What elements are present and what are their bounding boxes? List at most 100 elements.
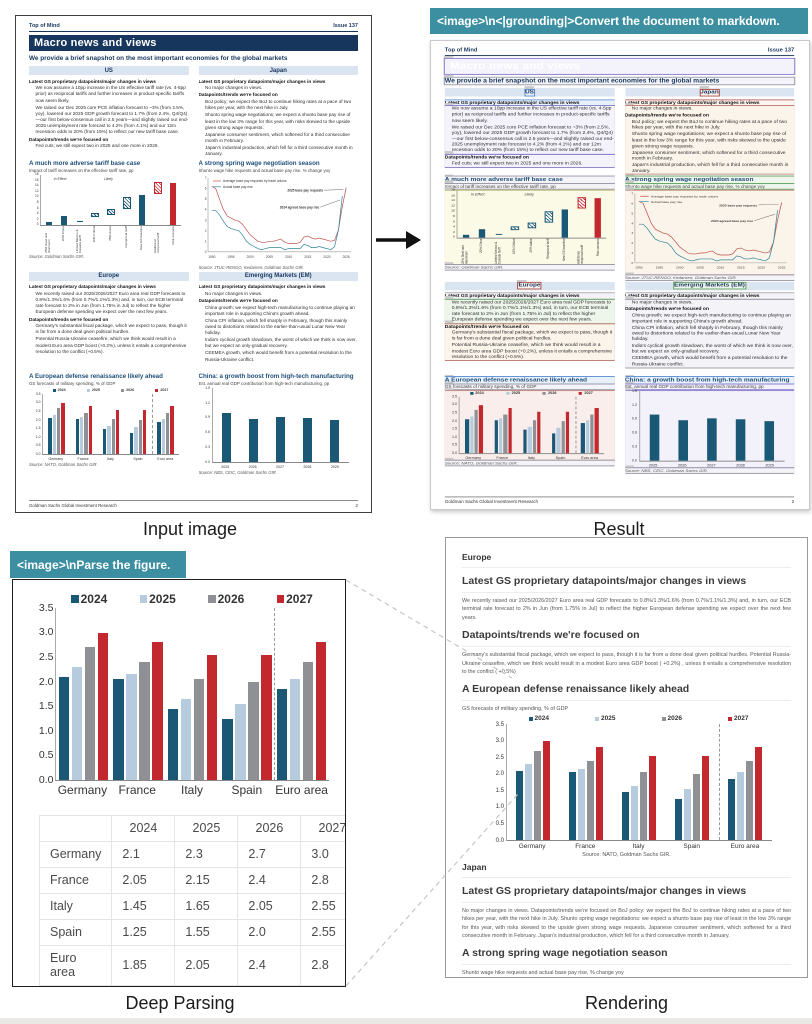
bar	[674, 798, 683, 841]
legend-swatch	[579, 391, 583, 395]
bar	[511, 225, 520, 231]
bar	[590, 414, 594, 454]
bar	[222, 718, 233, 780]
bar-group	[151, 394, 179, 454]
axis-tick-label: 18	[451, 188, 455, 192]
bar	[91, 212, 100, 218]
bar	[48, 418, 52, 454]
dashed-separator	[274, 608, 276, 780]
legend-item: 2025	[139, 592, 176, 606]
bar-group	[267, 388, 294, 462]
axis-category-label: 2027	[276, 464, 285, 469]
bar-group	[321, 388, 348, 462]
section-label-us: US	[523, 88, 536, 97]
tariff-chart-source: Source: Goldman Sachs GIR.	[29, 254, 85, 259]
document-footer-text: Goldman Sachs Global Investment Research	[444, 499, 539, 504]
legend-label: 2024	[534, 715, 549, 723]
axis-tick-label: 10	[451, 208, 455, 213]
legend-item: 2024	[528, 715, 549, 723]
axis-tick-label: 2.5	[38, 650, 54, 663]
axis-tick-label: 2.5	[452, 410, 458, 415]
axis-tick-label: 3.5	[495, 721, 504, 728]
bar	[180, 698, 192, 780]
axis-tick-label: 7	[631, 191, 633, 195]
section-europe-h2: Datapoints/trends we're focused on	[444, 323, 529, 329]
bar-group	[640, 391, 669, 461]
axis-tick-label: 5	[631, 211, 633, 215]
bar	[565, 412, 570, 454]
china-chart-block: China: a growth boost from high-tech man…	[624, 375, 795, 486]
defense-chart-source: Source: NATO, Goldman Sachs GIR.	[29, 462, 98, 467]
china-chart-subtitle: Est. annual real GDP contribution from h…	[624, 381, 795, 391]
bullet-item: China CPI inflation, which fell sharply …	[205, 318, 358, 337]
axis-tick-label: 2.0	[35, 417, 41, 422]
chart-x-axis: 25% Steel and Aluminum 20% China Limited M…	[40, 226, 181, 253]
legend-item: 2024	[469, 391, 484, 395]
bar-slot	[150, 175, 166, 225]
section-us-bullets: We now assume a 10pp increase in the US …	[29, 85, 189, 135]
legend-swatch	[506, 391, 510, 395]
section-header-japan: Japan	[198, 66, 358, 75]
section-header-japan: Japan	[624, 88, 795, 97]
axis-tick-label: 2.5	[35, 409, 41, 414]
bar	[303, 418, 313, 462]
document-footer-text: Goldman Sachs Global Investment Research	[29, 503, 117, 508]
axis-tick-label: 1.0	[38, 724, 54, 737]
axis-category-label: 2027	[707, 463, 716, 467]
bar	[289, 679, 301, 780]
bar	[138, 419, 143, 454]
axis-tick-label: 3.5	[452, 394, 458, 399]
axis-category-label: Italy	[527, 455, 535, 460]
table-cell: 2.1	[111, 840, 176, 868]
bar	[727, 778, 736, 841]
bar	[692, 773, 701, 841]
table-header-cell: 2025	[174, 814, 239, 842]
legend-label: 2027	[734, 715, 749, 723]
section-europe-focus: Datapoints/trends we're focused on Germa…	[444, 320, 615, 361]
tariff-chart-subtitle: Impact of tariff increases on the effect…	[444, 180, 615, 190]
bullet-item: Potential Russia-Ukraine ceasefire, whic…	[452, 343, 614, 361]
chart-plot-area: 0.0 0.3 0.6 0.9 1.2 1.5	[632, 389, 785, 462]
section-header-europe: Europe	[29, 271, 189, 281]
chart-x-axis: Germany France Italy Spain Euro area	[506, 843, 772, 850]
axis-tick-label: 0.9	[205, 415, 210, 420]
bar	[315, 642, 327, 780]
china-chart-title: China: a growth boost from high-tech man…	[198, 373, 354, 380]
section-header-us: US	[29, 66, 189, 75]
axis-tick-label: 2	[631, 241, 633, 245]
section-em-h2: Datapoints/trends we're focused on	[198, 297, 278, 303]
axis-category-label: 25% Steel and Aluminum	[460, 244, 468, 264]
bar	[102, 429, 107, 454]
result-caption: Result	[593, 519, 645, 539]
chart-plot-area: 0.0 0.5 1.0 1.5 2.0 2.5 3.0 3.5	[496, 722, 772, 844]
tariff-chart: 0 2 4 6 8 10 12 14 16 18 In Effect Likely 25% Steel …	[29, 172, 189, 253]
section-japan-note: No major changes in views.	[625, 106, 794, 112]
axis-category-label: Spain	[555, 455, 566, 460]
axis-tick-label: 2015	[304, 255, 311, 259]
axis-tick-label: 4	[631, 221, 633, 225]
axis-category-label: 2028	[736, 463, 745, 467]
bar	[595, 747, 604, 841]
bar	[84, 412, 88, 454]
table-cell: 2.05	[237, 892, 302, 920]
axis-tick-label: 1.0	[35, 434, 41, 439]
defense-chart-title: A European defense renaissance likely ah…	[444, 375, 615, 385]
bar-group	[489, 397, 518, 454]
bar	[508, 407, 512, 454]
legend-swatch	[595, 716, 600, 721]
table-cell: 2.7	[237, 840, 302, 868]
section-us-focus: Datapoints/trends we're focused on Fed c…	[29, 137, 189, 150]
bullet-item: No major changes in views.	[205, 291, 358, 297]
document-page-number: 2	[355, 503, 358, 508]
document-header: Top of Mind Issue 137	[444, 41, 795, 57]
defense-chart-block: A European defense renaissance likely ah…	[29, 371, 189, 489]
axis-category-label: Reciprocal tariff	[545, 238, 550, 259]
rendering-japan-paragraph: No major changes in views. Datapoints/tr…	[462, 907, 791, 939]
bar	[143, 410, 147, 454]
bar	[193, 679, 205, 780]
chart-x-axis: Germany France Italy Spain Euro area	[55, 783, 329, 797]
axis-category-label: 20% China	[60, 225, 65, 241]
legend-swatch	[86, 388, 90, 392]
legend-item: 2025	[595, 715, 615, 722]
legend-label: 2026	[667, 715, 682, 723]
